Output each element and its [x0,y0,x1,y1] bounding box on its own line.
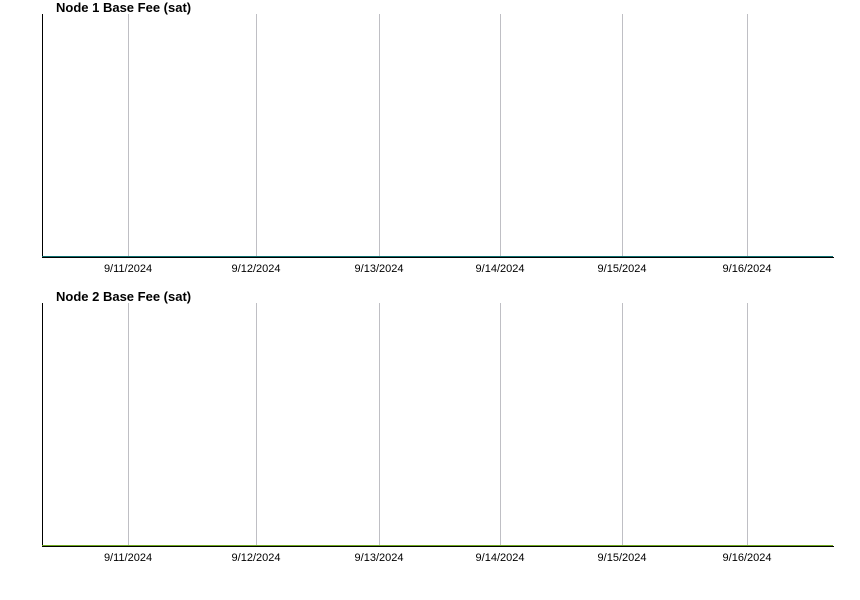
chart-title: Node 2 Base Fee (sat) [56,289,192,304]
chart-title: Node 1 Base Fee (sat) [56,0,192,15]
gridline-4 [622,14,623,257]
gridline-2 [379,14,380,257]
plot-area [42,14,833,257]
x-axis-tick-labels: 9/11/2024 9/12/2024 9/13/2024 9/14/2024 9/15… [0,552,860,568]
gridline-4 [622,303,623,546]
x-axis-line [42,257,834,258]
x-tick-label: 9/11/2024 [103,552,153,564]
x-tick-label: 9/16/2024 [722,263,772,275]
gridline-5 [747,303,748,546]
x-axis-line [42,546,834,547]
chart-panel-2: Node 2 Base Fee (sat) 9/11/2024 9/12/2024 9… [0,289,860,579]
x-tick-label: 9/15/2024 [597,552,647,564]
x-axis-tick-labels: 9/11/2024 9/12/2024 9/13/2024 9/14/2024 9/15… [0,263,860,279]
gridline-5 [747,14,748,257]
gridline-2 [379,303,380,546]
gridline-1 [256,14,257,257]
gridline-3 [500,303,501,546]
chart-panel-1: Node 1 Base Fee (sat) 9/11/2024 9/12/2024 9… [0,0,860,290]
y-axis-line [42,14,43,258]
gridline-3 [500,14,501,257]
gridline-0 [128,14,129,257]
x-tick-label: 9/13/2024 [354,552,404,564]
x-tick-label: 9/11/2024 [103,263,153,275]
x-tick-label: 9/12/2024 [231,552,281,564]
gridlines [42,303,833,546]
x-tick-label: 9/16/2024 [722,552,772,564]
x-tick-label: 9/13/2024 [354,263,404,275]
x-tick-label: 9/14/2024 [475,552,525,564]
gridline-1 [256,303,257,546]
x-tick-label: 9/15/2024 [597,263,647,275]
x-tick-label: 9/14/2024 [475,263,525,275]
plot-area [42,303,833,546]
x-tick-label: 9/12/2024 [231,263,281,275]
gridline-0 [128,303,129,546]
y-axis-line [42,303,43,547]
gridlines [42,14,833,257]
